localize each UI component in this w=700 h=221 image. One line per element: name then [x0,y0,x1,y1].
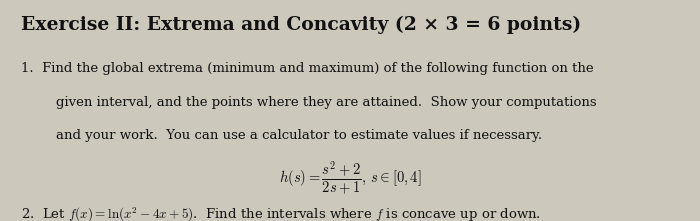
Text: $h(s) = \dfrac{s^2 + 2}{2s + 1},\, s \in [0, 4]$: $h(s) = \dfrac{s^2 + 2}{2s + 1},\, s \in… [279,160,421,197]
Text: and your work.  You can use a calculator to estimate values if necessary.: and your work. You can use a calculator … [56,129,542,142]
Text: 2.  Let $f(x) = \ln(x^2 - 4x + 5)$.  Find the intervals where $f$ is concave up : 2. Let $f(x) = \ln(x^2 - 4x + 5)$. Find … [21,206,541,221]
Text: Exercise II: Extrema and Concavity (2 × 3 = 6 points): Exercise II: Extrema and Concavity (2 × … [21,15,581,34]
Text: 1.  Find the global extrema (minimum and maximum) of the following function on t: 1. Find the global extrema (minimum and … [21,62,594,75]
Text: given interval, and the points where they are attained.  Show your computations: given interval, and the points where the… [56,96,596,109]
